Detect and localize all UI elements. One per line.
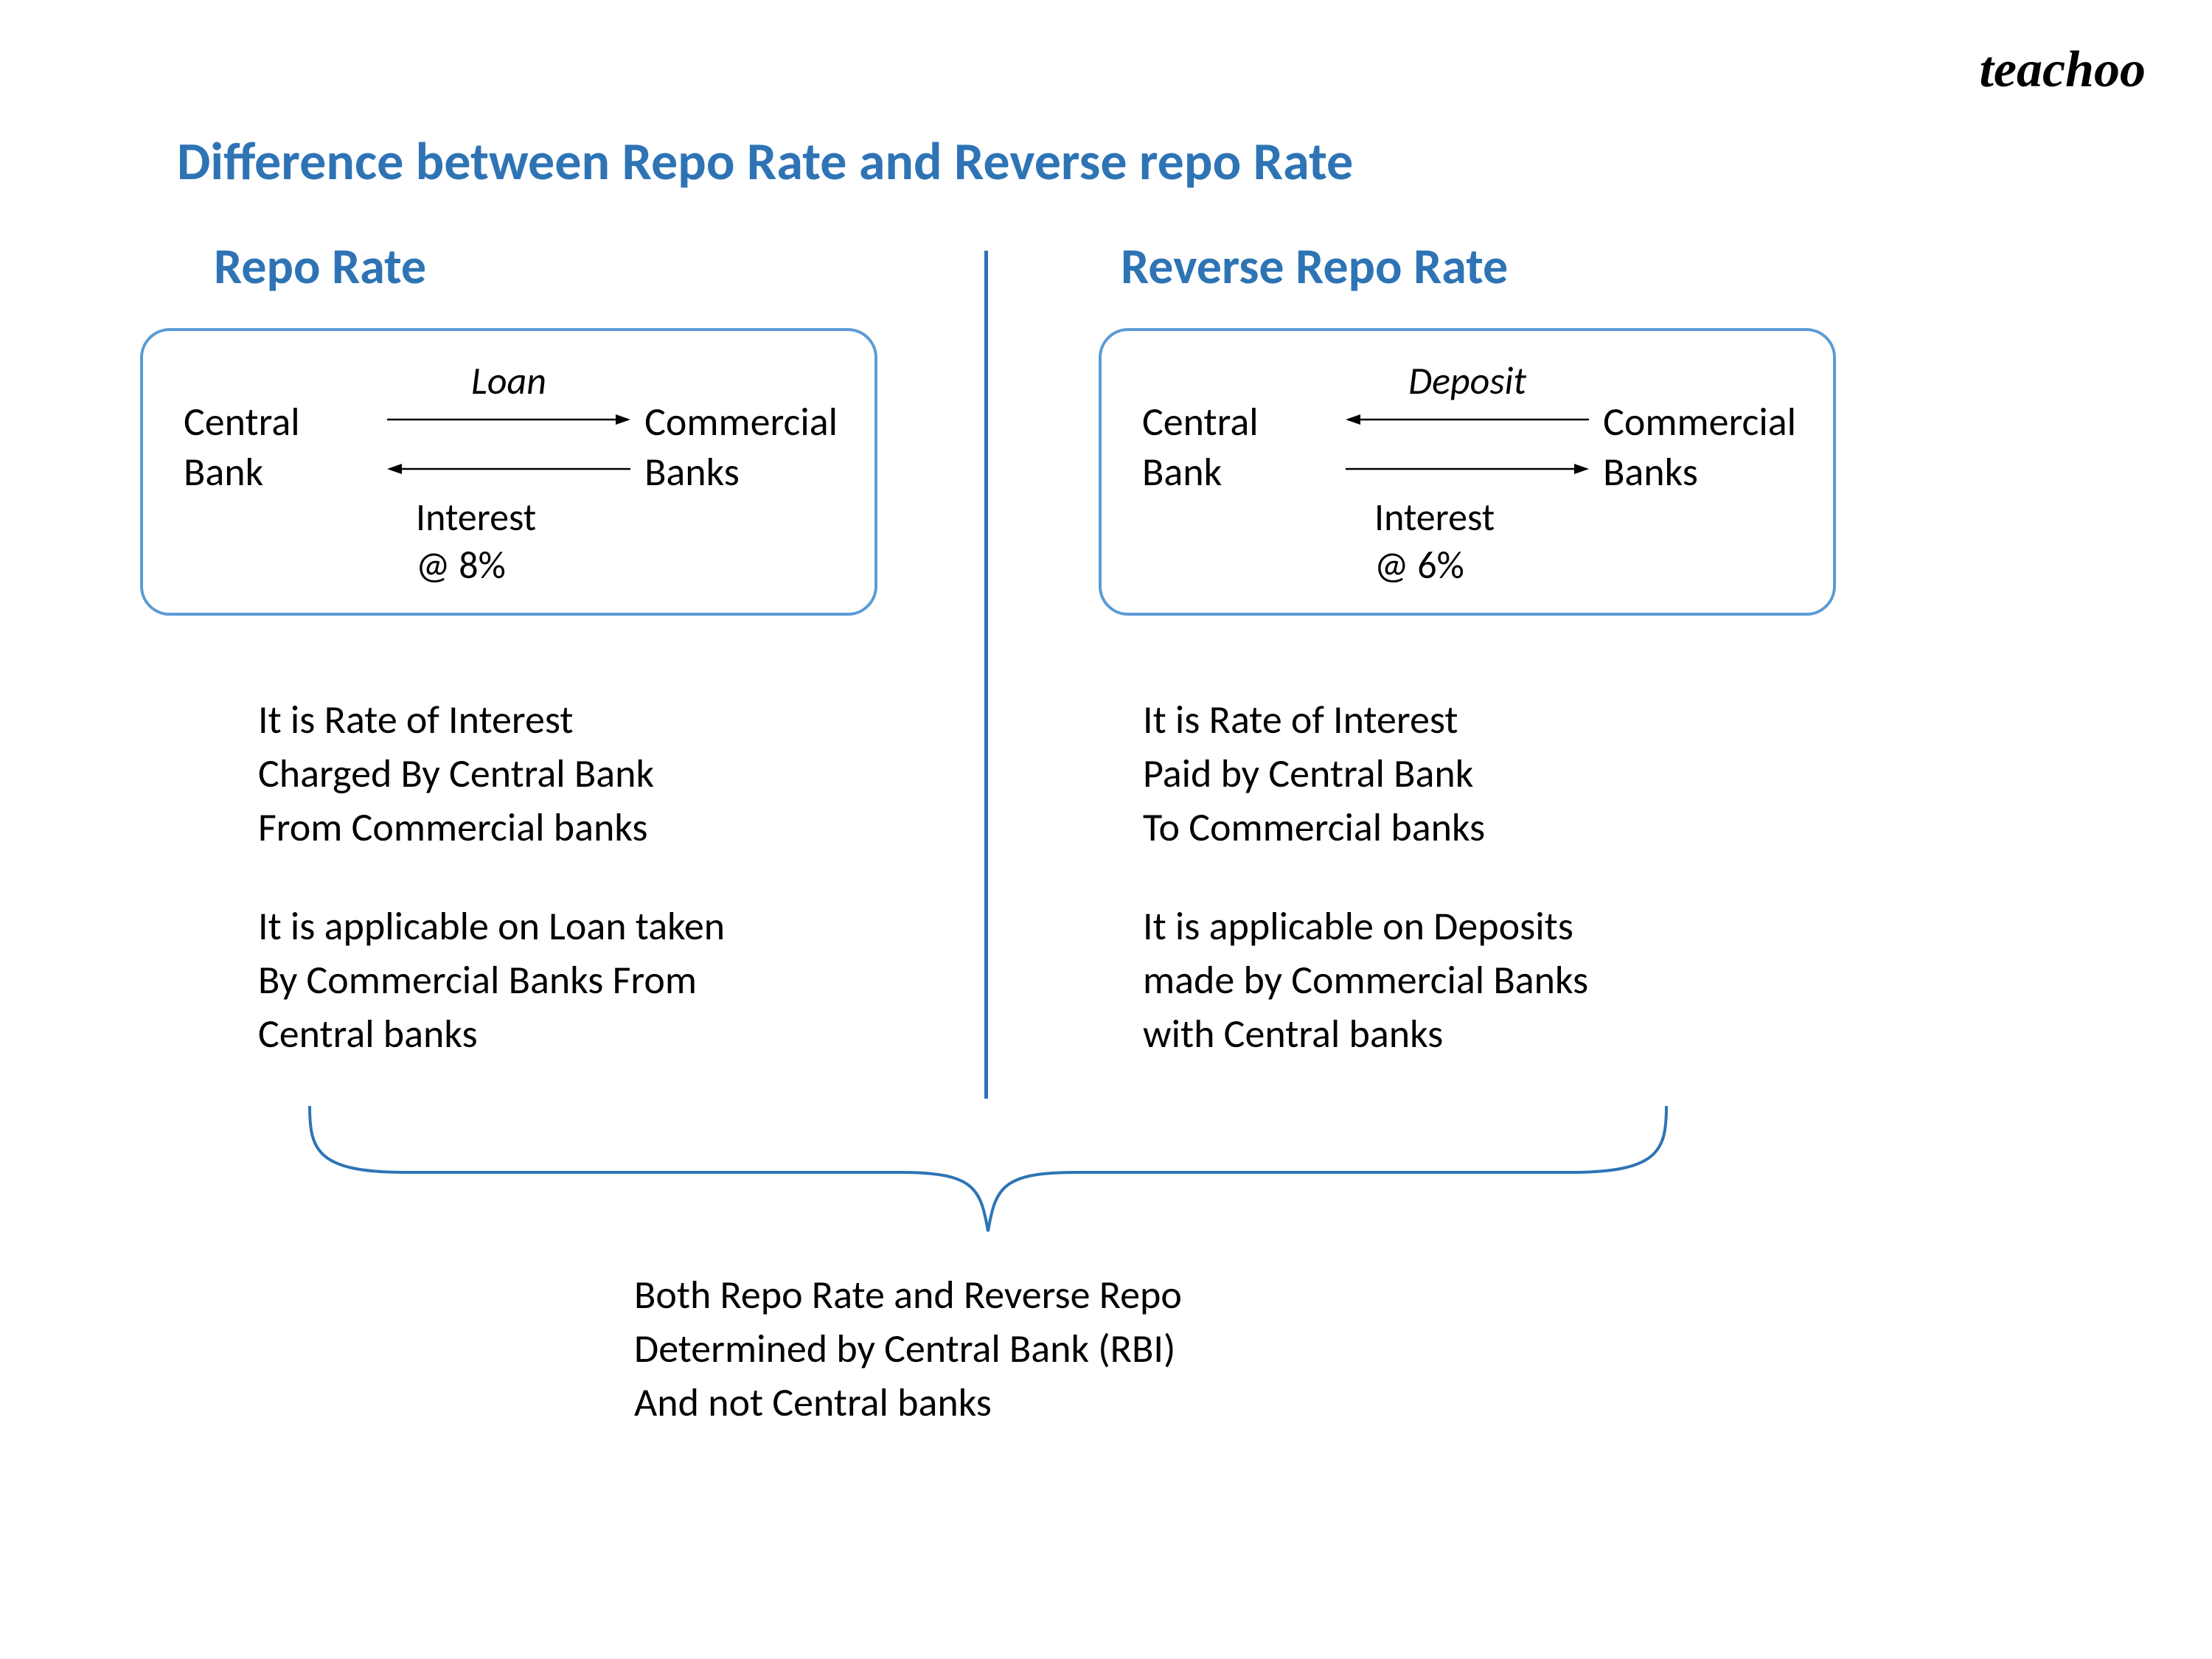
repo-desc-2: It is applicable on Loan takenBy Commerc…: [258, 900, 725, 1061]
entity-central-bank: CentralBank: [1142, 397, 1259, 497]
footer-note: Both Repo Rate and Reverse RepoDetermine…: [634, 1268, 1182, 1430]
reverse-repo-rate-box: CentralBank CommercialBanks Deposit Inte…: [1099, 328, 1836, 616]
repo-desc-1: It is Rate of InterestCharged By Central…: [258, 693, 654, 855]
reverse-repo-desc-1: It is Rate of InterestPaid by Central Ba…: [1143, 693, 1485, 855]
section-title-repo: Repo Rate: [214, 236, 426, 297]
section-title-reverse-repo: Reverse Repo Rate: [1121, 236, 1508, 297]
logo: teachoo: [1979, 41, 2146, 100]
interest-rate-repo: Interest@ 8%: [416, 493, 536, 589]
interest-rate-reverse-repo: Interest@ 6%: [1374, 493, 1495, 589]
arrow-right-icon: [1346, 460, 1589, 478]
vertical-divider: [984, 251, 988, 1099]
curly-brace-icon: [295, 1106, 1681, 1253]
deposit-label: Deposit: [1408, 357, 1526, 404]
entity-central-bank: CentralBank: [184, 397, 300, 497]
arrow-left-icon: [1346, 411, 1589, 428]
entity-commercial-banks: CommercialBanks: [644, 397, 838, 497]
arrow-right-icon: [387, 411, 630, 428]
reverse-repo-desc-2: It is applicable on Depositsmade by Comm…: [1143, 900, 1588, 1061]
arrow-left-icon: [387, 460, 630, 478]
loan-label: Loan: [471, 357, 546, 404]
repo-rate-box: CentralBank CommercialBanks Loan Interes…: [140, 328, 877, 616]
page-title: Difference between Repo Rate and Reverse…: [177, 129, 1353, 194]
entity-commercial-banks: CommercialBanks: [1603, 397, 1796, 497]
